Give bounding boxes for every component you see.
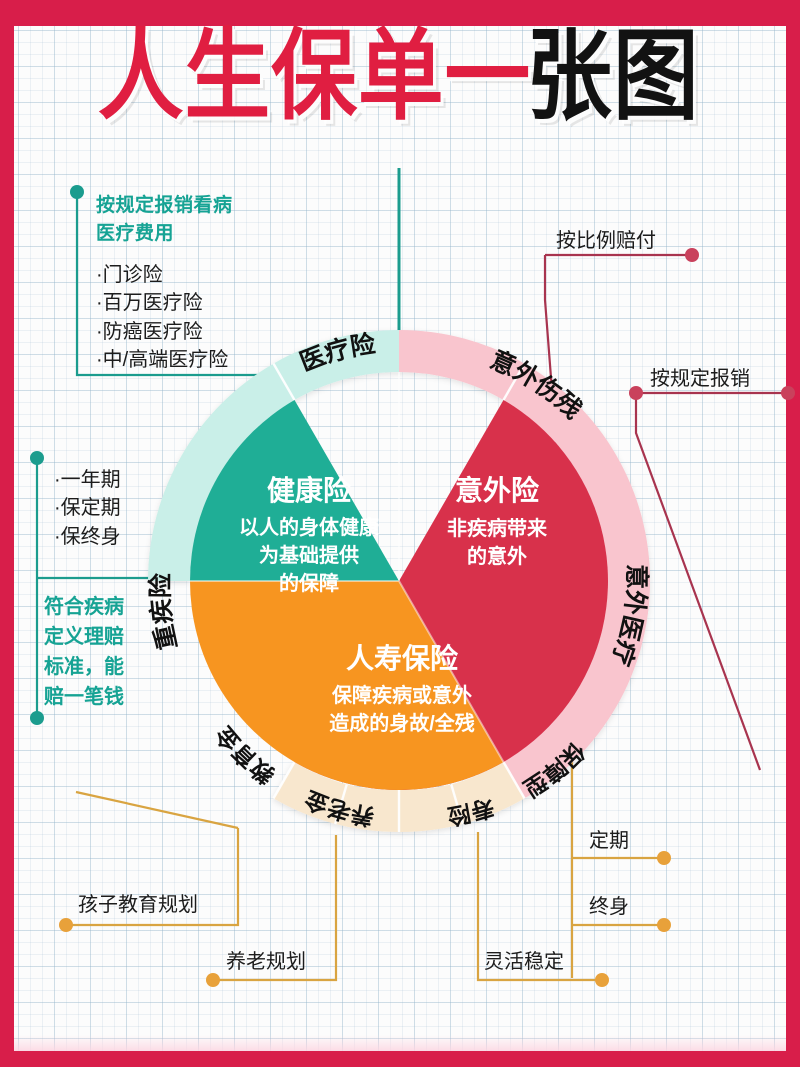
annotation-medical: 按规定报销看病 医疗费用 ·门诊险 ·百万医疗险 ·防癌医疗险 ·中/高端医疗险 xyxy=(96,192,336,375)
segment-label-life: 人寿保险 保障疾病或意外 造成的身故/全残 xyxy=(329,642,475,735)
annotation-ci-item-0: ·一年期 xyxy=(54,469,121,491)
connector-education-fund xyxy=(59,790,240,932)
annotation-medical-item-0: ·门诊险 xyxy=(96,264,163,287)
pie-slice-life[interactable] xyxy=(190,581,504,791)
title-black-part: 张图 xyxy=(525,18,700,134)
annotation-medical-item-1: ·百万医疗险 xyxy=(96,292,203,315)
donut-outer-ring xyxy=(148,330,651,833)
pie-slice-health[interactable] xyxy=(190,400,399,581)
page-title: 人生保单一张图 xyxy=(0,26,800,125)
annotation-flexible-stable: 灵活稳定 xyxy=(484,951,564,973)
connector-term-wholelife xyxy=(570,760,671,978)
annotation-term: 定期 xyxy=(589,830,629,852)
annotation-critical-illness-note: 符合疾病 定义理赔 标准，能 赔一笔钱 xyxy=(44,592,194,712)
connector-medical xyxy=(70,185,263,377)
annotation-medical-item-2: ·防癌医疗险 xyxy=(96,320,203,343)
pie-separators xyxy=(190,372,505,763)
annotation-ci-note-3: 赔一笔钱 xyxy=(44,686,124,708)
annotation-pension-planning: 养老规划 xyxy=(226,951,306,973)
connector-accident-medical xyxy=(629,386,795,771)
annotation-ci-note-2: 标准，能 xyxy=(44,656,124,678)
title-red-part: 人生保单一 xyxy=(98,18,532,134)
annotation-ci-note-1: 定义理赔 xyxy=(44,626,124,648)
segment-sub-life-2: 造成的身故/全残 xyxy=(329,711,475,735)
ring-wedge-education[interactable] xyxy=(273,762,347,824)
annotation-education-planning: 孩子教育规划 xyxy=(78,894,198,916)
segment-sub-life-1: 保障疾病或意外 xyxy=(331,683,472,707)
ring-wedge-life-term[interactable] xyxy=(399,784,463,833)
ring-wedge-accident-medical[interactable] xyxy=(503,363,651,799)
connector-life-flexible xyxy=(476,832,609,987)
ring-wedge-accident-disability[interactable] xyxy=(399,330,525,400)
annotation-medical-heading-line1: 按规定报销看病 xyxy=(96,195,233,216)
segment-sub-health-2: 为基础提供 xyxy=(259,543,359,567)
annotation-medical-item-3: ·中/高端医疗险 xyxy=(96,349,229,372)
annotation-ci-note-0: 符合疾病 xyxy=(44,596,124,618)
ring-separators xyxy=(272,363,526,832)
ring-wedge-medical[interactable] xyxy=(273,330,400,400)
segment-sub-health-3: 的保障 xyxy=(279,571,339,595)
annotation-critical-illness-terms: ·一年期 ·保定期 ·保终身 xyxy=(54,466,204,551)
segment-title-health: 健康险 xyxy=(267,474,352,507)
segment-sub-accident-1: 非疾病带来 xyxy=(447,516,548,540)
ring-wedge-critical-illness[interactable] xyxy=(148,363,295,581)
ring-wedge-protection-type[interactable] xyxy=(451,762,525,824)
connector-pension-fund xyxy=(206,835,338,987)
segment-label-accident: 意外险 非疾病带来 的意外 xyxy=(447,474,548,568)
segment-sub-health-1: 以人的身体健康 xyxy=(239,515,380,539)
segment-sub-accident-2: 的意外 xyxy=(467,544,527,568)
annotation-ci-list: ·一年期 ·保定期 ·保终身 xyxy=(54,466,204,551)
ring-wedge-pension[interactable] xyxy=(335,784,399,833)
annotation-accident-disability: 按比例赔付 xyxy=(556,230,656,252)
annotation-ci-item-2: ·保终身 xyxy=(54,525,121,548)
annotation-medical-heading: 按规定报销看病 医疗费用 xyxy=(96,192,336,247)
segment-title-accident: 意外险 xyxy=(455,474,540,507)
annotation-medical-heading-line2: 医疗费用 xyxy=(96,222,175,244)
annotation-accident-medical: 按规定报销 xyxy=(650,368,750,390)
segment-label-health: 健康险 以人的身体健康 为基础提供 的保障 xyxy=(239,474,380,595)
donut-inner-pie xyxy=(190,372,608,791)
annotation-ci-item-1: ·保定期 xyxy=(54,497,121,520)
annotation-whole-life: 终身 xyxy=(589,896,629,918)
annotation-medical-list: ·门诊险 ·百万医疗险 ·防癌医疗险 ·中/高端医疗险 xyxy=(96,261,336,375)
annotation-ci-note: 符合疾病 定义理赔 标准，能 赔一笔钱 xyxy=(44,592,194,712)
segment-title-life: 人寿保险 xyxy=(346,642,459,675)
